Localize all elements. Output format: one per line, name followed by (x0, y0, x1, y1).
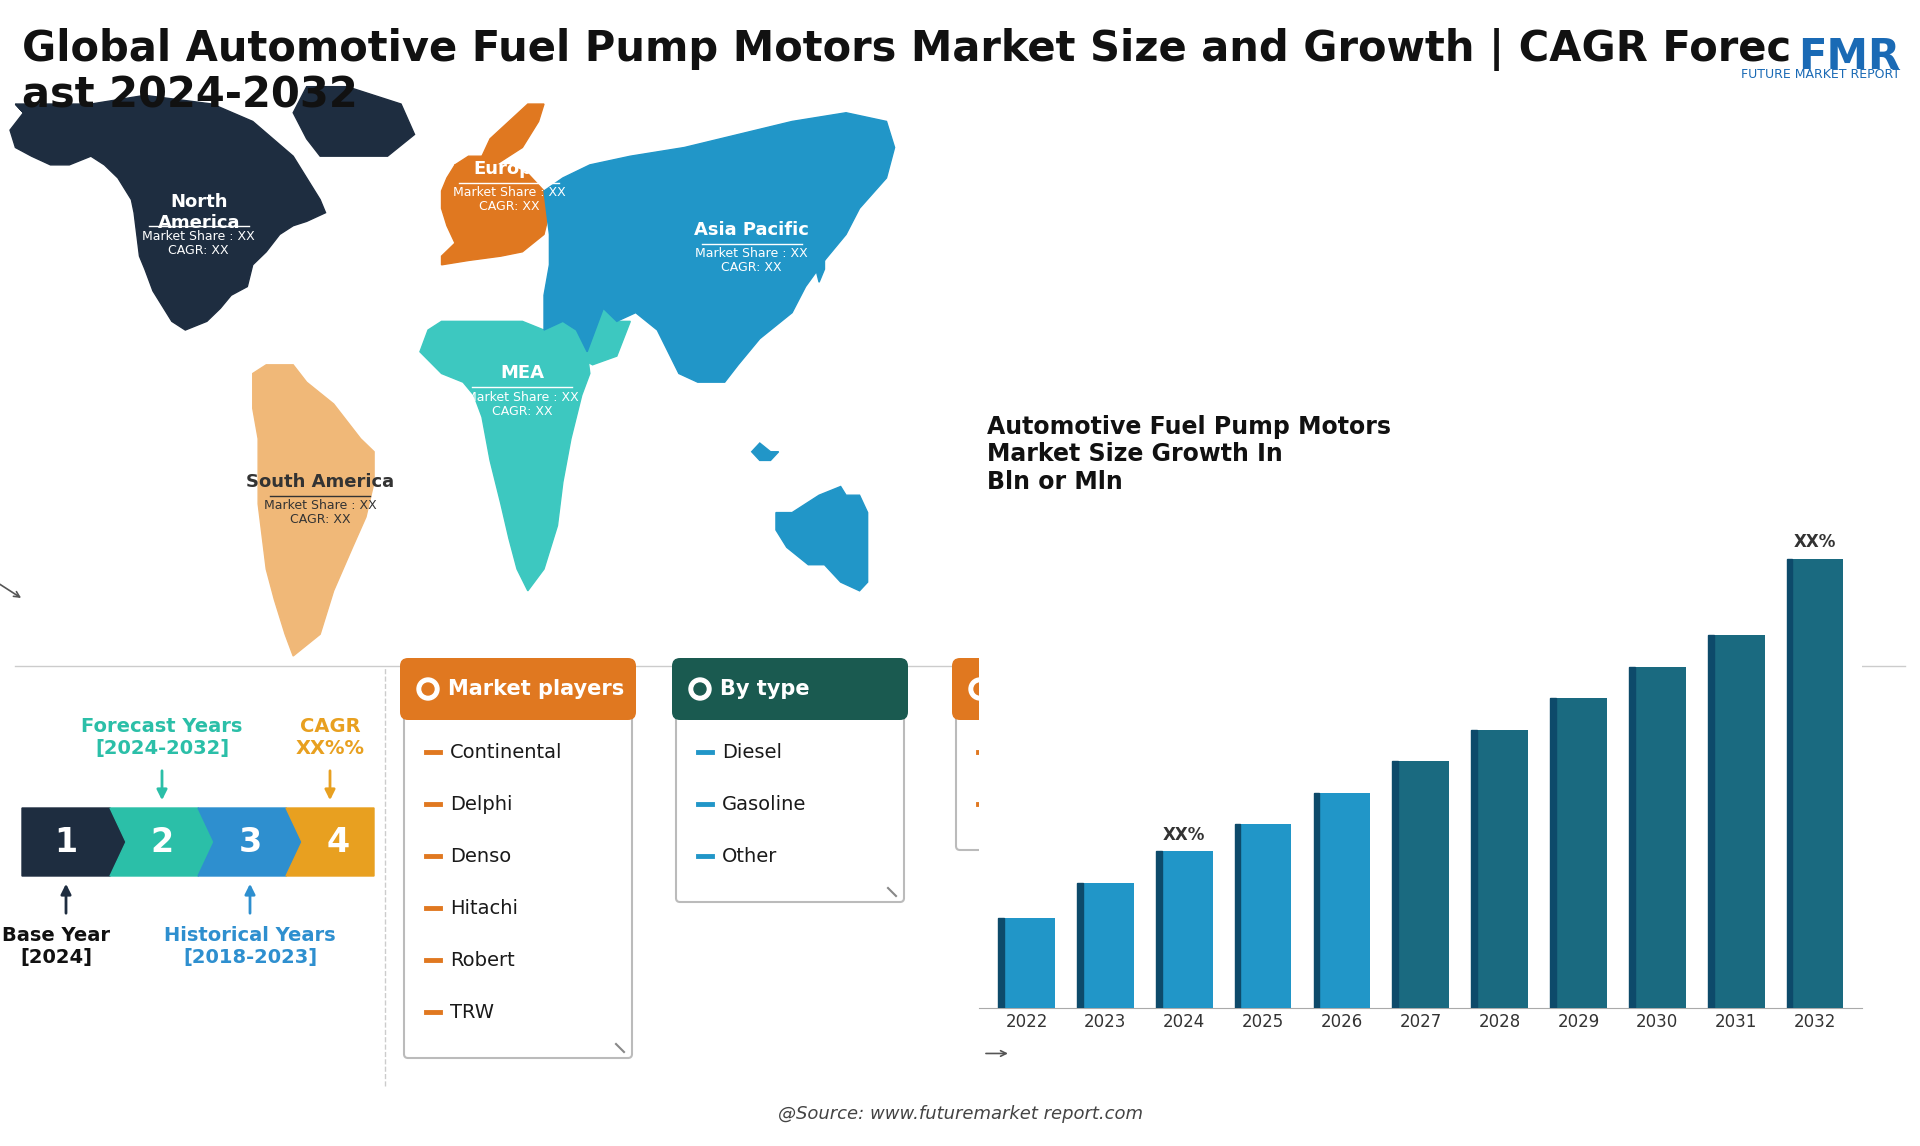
FancyBboxPatch shape (399, 658, 636, 720)
FancyBboxPatch shape (952, 658, 1188, 720)
Polygon shape (21, 808, 127, 876)
Text: CAGR: XX: CAGR: XX (492, 405, 553, 418)
Polygon shape (294, 87, 415, 156)
Polygon shape (10, 104, 90, 165)
Bar (1788, 558, 1793, 1008)
Text: 4: 4 (326, 825, 349, 858)
Bar (1471, 730, 1528, 1008)
Text: Gasoline: Gasoline (722, 794, 806, 814)
Text: CAGR: XX: CAGR: XX (169, 244, 228, 257)
Polygon shape (482, 104, 543, 170)
Bar (998, 918, 1004, 1008)
Text: CAGR: XX: CAGR: XX (290, 513, 351, 526)
Text: Asia Pacific: Asia Pacific (695, 221, 808, 238)
Text: FUTURE MARKET REPORT: FUTURE MARKET REPORT (1741, 68, 1901, 81)
Text: Other: Other (722, 847, 778, 865)
Text: Market Share : XX: Market Share : XX (695, 248, 808, 260)
Circle shape (422, 683, 434, 694)
Bar (1156, 851, 1162, 1008)
Bar (1313, 793, 1371, 1008)
Polygon shape (286, 808, 374, 876)
Text: Commercial: Commercial (1002, 743, 1119, 761)
Bar (1235, 824, 1292, 1008)
Polygon shape (453, 165, 468, 199)
Bar (1392, 761, 1398, 1008)
Circle shape (973, 683, 987, 694)
Text: Diesel: Diesel (722, 743, 781, 761)
Bar (1077, 882, 1083, 1008)
Text: South America: South America (246, 473, 394, 490)
Bar (1709, 635, 1764, 1008)
Polygon shape (442, 156, 549, 265)
FancyBboxPatch shape (676, 708, 904, 902)
Text: FMR: FMR (1797, 36, 1901, 78)
Text: Continental: Continental (449, 743, 563, 761)
FancyBboxPatch shape (956, 708, 1185, 850)
Text: Historical Years
[2018-2023]: Historical Years [2018-2023] (165, 926, 336, 967)
Text: North
America: North America (157, 193, 240, 231)
Text: By application: By application (1000, 678, 1167, 699)
Text: Market Share : XX: Market Share : XX (453, 187, 564, 199)
Polygon shape (109, 808, 213, 876)
Bar (1235, 824, 1240, 1008)
Bar (1549, 698, 1607, 1008)
Text: CAGR
XX%%: CAGR XX%% (296, 717, 365, 758)
Text: @Source: www.futuremarket report.com: @Source: www.futuremarket report.com (778, 1105, 1142, 1123)
Bar (1077, 882, 1133, 1008)
Text: By type: By type (720, 678, 810, 699)
Text: Base Year
[2024]: Base Year [2024] (2, 926, 109, 967)
Text: CAGR: XX: CAGR: XX (478, 201, 540, 213)
Text: CAGR: XX: CAGR: XX (722, 261, 781, 274)
FancyBboxPatch shape (672, 658, 908, 720)
Circle shape (417, 678, 440, 700)
Bar (1156, 851, 1213, 1008)
Text: Delphi: Delphi (449, 794, 513, 814)
FancyBboxPatch shape (403, 708, 632, 1058)
Bar (998, 918, 1054, 1008)
Bar (1392, 761, 1450, 1008)
Text: Market Share : XX: Market Share : XX (467, 391, 578, 403)
Text: Market Share : XX: Market Share : XX (263, 500, 376, 512)
Bar (1313, 793, 1319, 1008)
Text: MEA: MEA (501, 364, 545, 383)
Polygon shape (814, 226, 824, 282)
Text: Automotive Fuel Pump Motors
Market Size Growth In
Bln or Mln: Automotive Fuel Pump Motors Market Size … (987, 415, 1392, 494)
Polygon shape (420, 321, 589, 591)
Text: XX%: XX% (1793, 533, 1836, 551)
Bar (1549, 698, 1555, 1008)
Text: Market Share : XX: Market Share : XX (142, 230, 255, 243)
Text: 2: 2 (150, 825, 173, 858)
Bar (1628, 667, 1686, 1008)
Text: 3: 3 (238, 825, 261, 858)
Polygon shape (198, 808, 301, 876)
Polygon shape (776, 487, 868, 591)
Polygon shape (15, 95, 326, 330)
Bar (1471, 730, 1476, 1008)
Bar (1628, 667, 1634, 1008)
Text: XX%: XX% (1164, 826, 1206, 843)
Text: 1: 1 (54, 825, 77, 858)
Polygon shape (543, 308, 630, 364)
Text: Global Automotive Fuel Pump Motors Market Size and Growth | CAGR Forec: Global Automotive Fuel Pump Motors Marke… (21, 28, 1791, 71)
Text: Hitachi: Hitachi (449, 898, 518, 918)
Text: Market players: Market players (447, 678, 624, 699)
Circle shape (693, 683, 707, 694)
Text: ast 2024-2032: ast 2024-2032 (21, 74, 357, 116)
Text: Denso: Denso (449, 847, 511, 865)
Circle shape (970, 678, 991, 700)
Polygon shape (253, 364, 374, 656)
Circle shape (689, 678, 710, 700)
Text: Robert: Robert (449, 950, 515, 970)
Polygon shape (751, 444, 780, 461)
Text: TRW: TRW (449, 1003, 493, 1021)
Text: Forecast Years
[2024-2032]: Forecast Years [2024-2032] (81, 717, 242, 758)
Polygon shape (543, 112, 895, 383)
Text: Passenger: Passenger (1002, 794, 1102, 814)
Bar (1709, 635, 1713, 1008)
Bar (1788, 558, 1843, 1008)
Text: Europe: Europe (474, 160, 545, 178)
